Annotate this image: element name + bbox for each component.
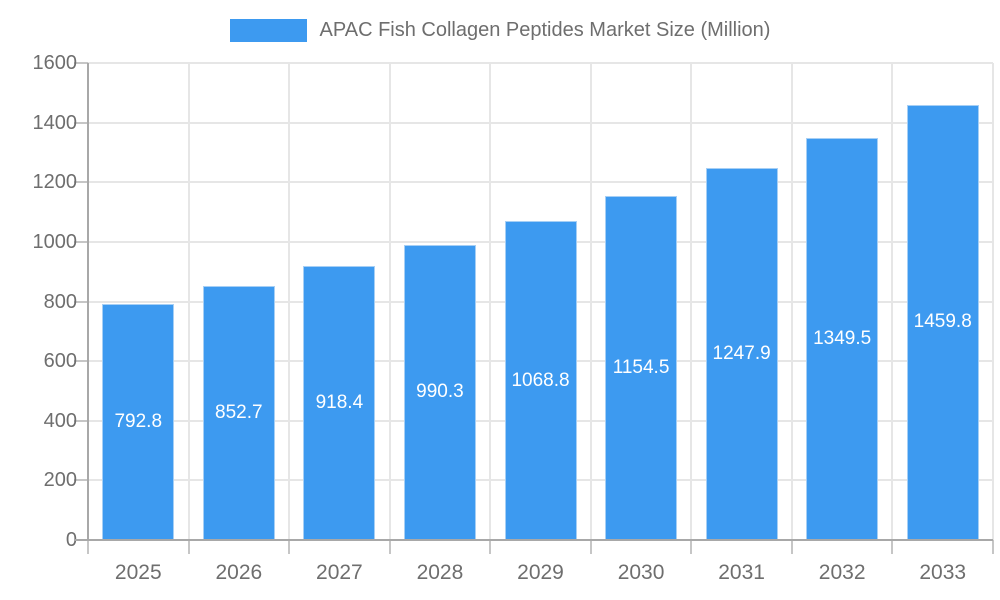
y-tick-label: 1600: [32, 52, 78, 74]
bar[interactable]: [705, 167, 778, 540]
legend-label: APAC Fish Collagen Peptides Market Size …: [319, 19, 771, 41]
bar[interactable]: [504, 221, 577, 540]
x-tick: [992, 540, 994, 554]
bar[interactable]: [202, 285, 275, 540]
x-gridline: [790, 63, 793, 540]
bar-value-label: 792.8: [114, 410, 163, 432]
x-gridline: [187, 63, 190, 540]
y-tick-label: 1200: [32, 171, 78, 194]
bar[interactable]: [102, 303, 175, 540]
bar-value-label: 1459.8: [913, 311, 972, 333]
x-tick-label: 2026: [215, 561, 263, 584]
x-gridline: [589, 63, 592, 540]
x-gridline: [891, 63, 894, 540]
x-tick: [690, 540, 693, 554]
x-tick: [891, 540, 894, 554]
y-tick-label: 400: [43, 409, 77, 432]
x-tick-label: 2032: [818, 561, 866, 584]
x-tick: [589, 540, 592, 554]
y-gridline: [88, 62, 993, 64]
x-gridline: [388, 63, 391, 540]
y-gridline: [88, 181, 993, 184]
bar[interactable]: [906, 104, 979, 540]
y-gridline: [88, 121, 993, 124]
x-tick: [87, 540, 89, 554]
y-axis-line: [87, 63, 89, 540]
x-tick-label: 2027: [316, 561, 363, 584]
x-gridline: [690, 63, 693, 540]
y-tick: [74, 121, 88, 124]
x-tick-label: 2028: [416, 561, 464, 584]
x-tick: [187, 540, 190, 554]
y-tick-label: 600: [43, 350, 77, 373]
bar-value-label: 1068.8: [511, 369, 570, 391]
y-tick: [74, 360, 88, 363]
bar-value-label: 1247.9: [712, 342, 771, 364]
x-gridline: [992, 63, 994, 540]
x-tick: [489, 540, 492, 554]
y-tick-label: 0: [65, 529, 77, 551]
y-tick-label: 200: [43, 469, 77, 492]
bar-value-label: 1349.5: [813, 327, 872, 349]
x-gridline: [288, 63, 291, 540]
bar[interactable]: [403, 244, 476, 540]
bar-value-label: 918.4: [315, 392, 364, 414]
x-tick: [388, 540, 391, 554]
x-tick-label: 2025: [114, 561, 162, 584]
x-tick-label: 2033: [919, 561, 967, 584]
bar[interactable]: [303, 266, 376, 540]
y-tick: [74, 300, 88, 303]
y-tick: [74, 479, 88, 482]
legend-swatch-icon: [229, 19, 307, 42]
y-tick-label: 1400: [32, 111, 78, 134]
bar-value-label: 1154.5: [612, 356, 670, 378]
x-tick-label: 2029: [517, 561, 564, 584]
x-gridline: [489, 63, 492, 540]
y-tick-label: 800: [43, 290, 77, 313]
y-tick: [74, 62, 88, 64]
y-tick: [74, 181, 88, 184]
legend-item[interactable]: APAC Fish Collagen Peptides Market Size …: [229, 19, 771, 42]
chart-legend: APAC Fish Collagen Peptides Market Size …: [0, 19, 1000, 42]
x-tick-label: 2030: [617, 561, 665, 584]
bar[interactable]: [605, 195, 678, 540]
y-tick: [74, 419, 88, 422]
x-tick: [790, 540, 793, 554]
x-tick-label: 2031: [718, 561, 765, 584]
y-tick: [74, 240, 88, 243]
y-tick-label: 1000: [32, 230, 78, 253]
x-axis-line: [74, 539, 993, 541]
bar-value-label: 990.3: [416, 381, 464, 403]
x-tick: [288, 540, 291, 554]
bar-value-label: 852.7: [215, 401, 263, 423]
bar[interactable]: [806, 137, 879, 540]
